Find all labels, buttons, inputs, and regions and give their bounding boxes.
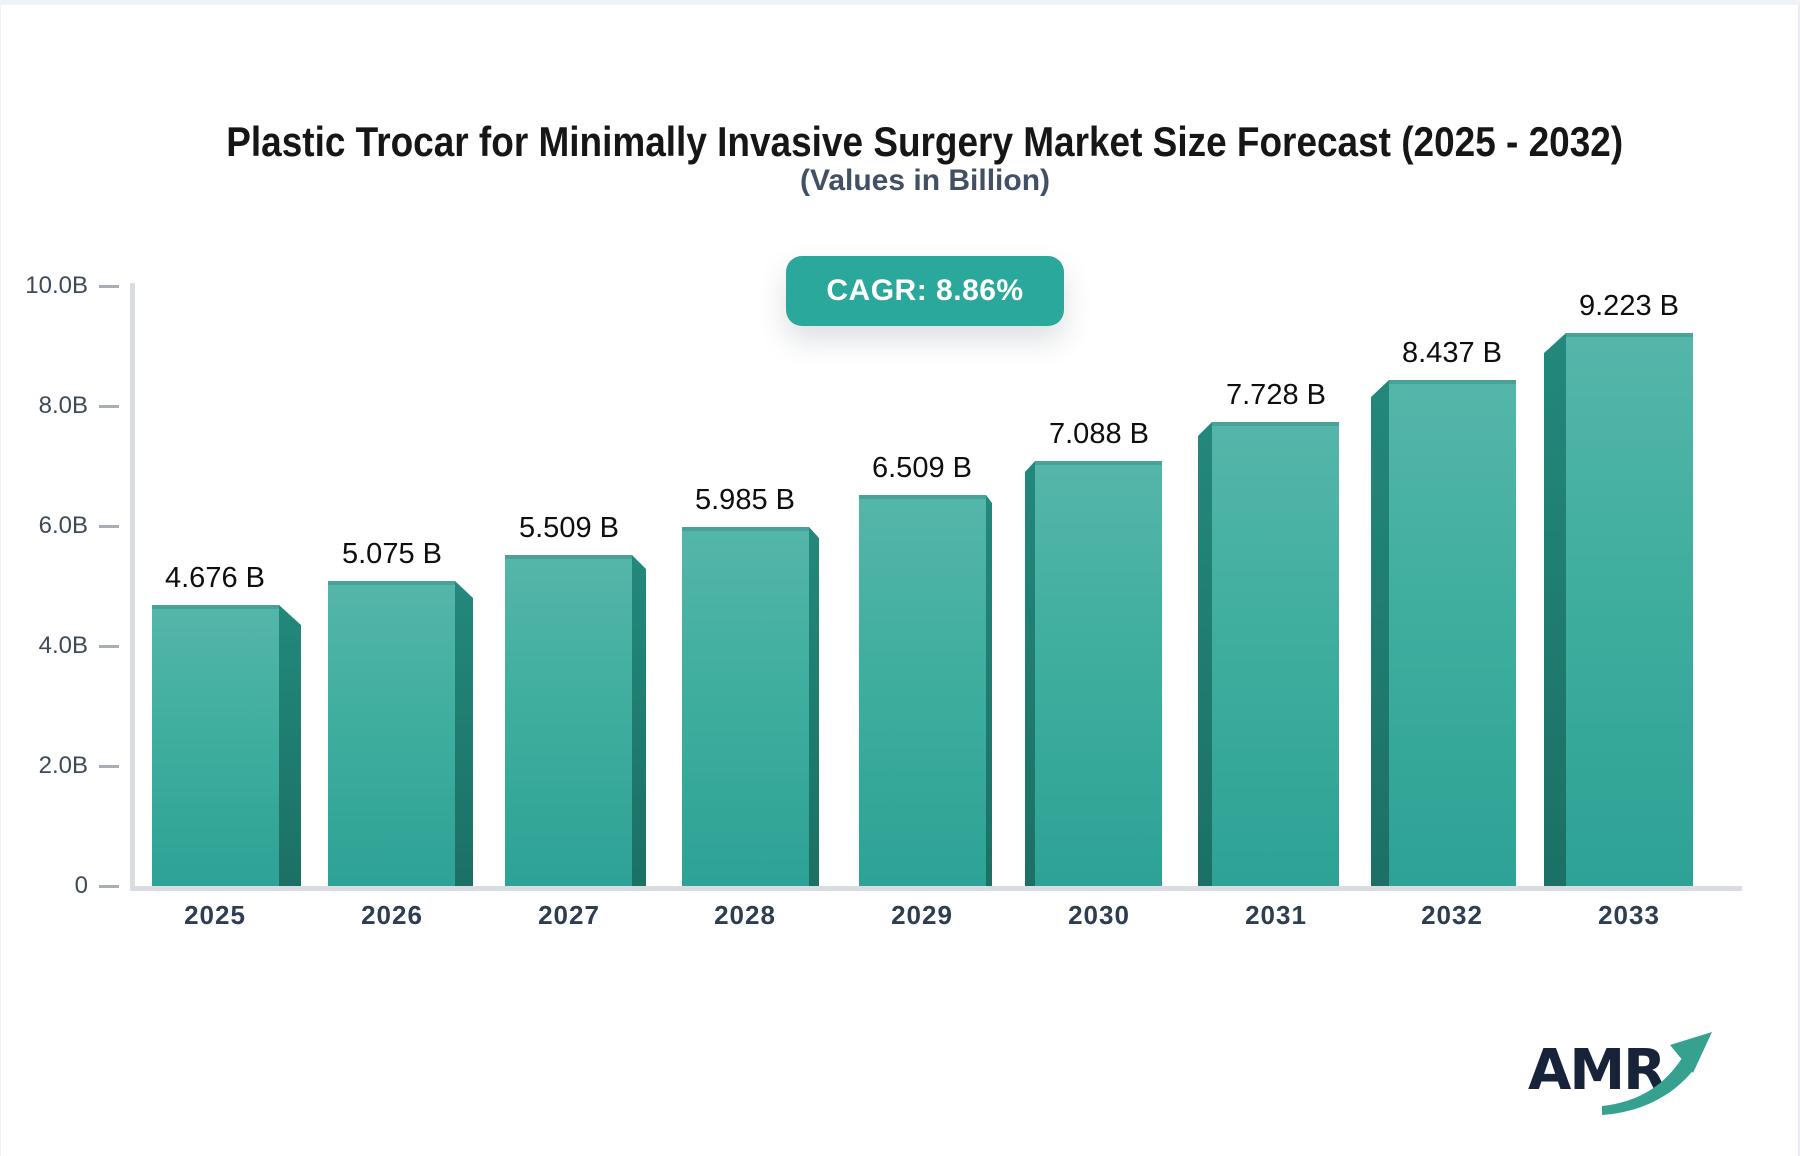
y-tick-label: 10.0B <box>25 272 88 299</box>
chart-title: Plastic Trocar for Minimally Invasive Su… <box>226 118 1624 165</box>
bar-2027 <box>505 555 632 886</box>
y-axis-line <box>130 283 135 891</box>
chart-subtitle-row: (Values in Billion) <box>50 164 1800 198</box>
bar-side-2033 <box>1544 333 1566 886</box>
x-axis-label-2026: 2026 <box>361 900 423 930</box>
x-axis-label-2033: 2033 <box>1598 900 1660 930</box>
y-tick-label: 2.0B <box>38 752 88 779</box>
bar-2033 <box>1566 333 1693 886</box>
y-tick-label: 4.0B <box>38 632 88 659</box>
x-axis-label-2031: 2031 <box>1245 900 1307 930</box>
y-tick-mark <box>99 285 119 288</box>
bar-side-2027 <box>632 555 646 886</box>
chart-title-row: Plastic Trocar for Minimally Invasive Su… <box>50 118 1800 166</box>
bar-value-label: 6.509 B <box>872 452 972 484</box>
bar-value-label: 7.088 B <box>1049 418 1149 450</box>
chart-subtitle: (Values in Billion) <box>799 164 1051 197</box>
x-axis-line <box>130 886 1742 891</box>
y-tick-mark <box>99 765 119 768</box>
bar-2025 <box>152 605 279 886</box>
bar-side-2028 <box>809 527 819 886</box>
amr-logo-text: AMR <box>1528 1038 1666 1103</box>
bar-2031 <box>1212 422 1339 886</box>
bar-2030 <box>1035 461 1162 886</box>
y-tick-mark <box>99 525 119 528</box>
x-axis-label-2032: 2032 <box>1421 900 1483 930</box>
growth-arrow-icon <box>1602 1032 1712 1115</box>
bar-2026 <box>328 581 455 886</box>
bar-2032 <box>1389 380 1516 886</box>
bar-side-2032 <box>1371 380 1389 886</box>
bar-value-label: 4.676 B <box>165 562 265 594</box>
y-tick-mark <box>99 405 119 408</box>
bar-side-2029 <box>986 495 992 886</box>
bar-side-2031 <box>1198 422 1212 886</box>
bar-side-2030 <box>1025 461 1035 886</box>
cagr-badge: CAGR: 8.86% <box>786 256 1064 326</box>
y-tick-mark <box>99 645 119 648</box>
x-axis-label-2030: 2030 <box>1068 900 1130 930</box>
x-axis-label-2025: 2025 <box>184 900 246 930</box>
y-tick-label: 8.0B <box>38 392 88 419</box>
bar-side-2026 <box>455 581 473 886</box>
bar-side-2025 <box>279 605 301 886</box>
bar-value-label: 7.728 B <box>1226 379 1326 411</box>
x-axis-label-2027: 2027 <box>538 900 600 930</box>
bar-value-label: 5.075 B <box>342 538 442 570</box>
bar-value-label: 8.437 B <box>1402 337 1502 369</box>
bar-2029 <box>859 495 986 886</box>
x-axis-label-2029: 2029 <box>891 900 953 930</box>
y-tick-label: 0 <box>74 872 88 899</box>
bar-value-label: 5.985 B <box>695 484 795 516</box>
amr-logo: AMR <box>1528 1028 1728 1128</box>
bar-value-label: 9.223 B <box>1579 290 1679 322</box>
y-tick-mark <box>99 885 119 888</box>
bar-2028 <box>682 527 809 886</box>
x-axis-label-2028: 2028 <box>714 900 776 930</box>
y-tick-label: 6.0B <box>38 512 88 539</box>
bar-value-label: 5.509 B <box>519 512 619 544</box>
